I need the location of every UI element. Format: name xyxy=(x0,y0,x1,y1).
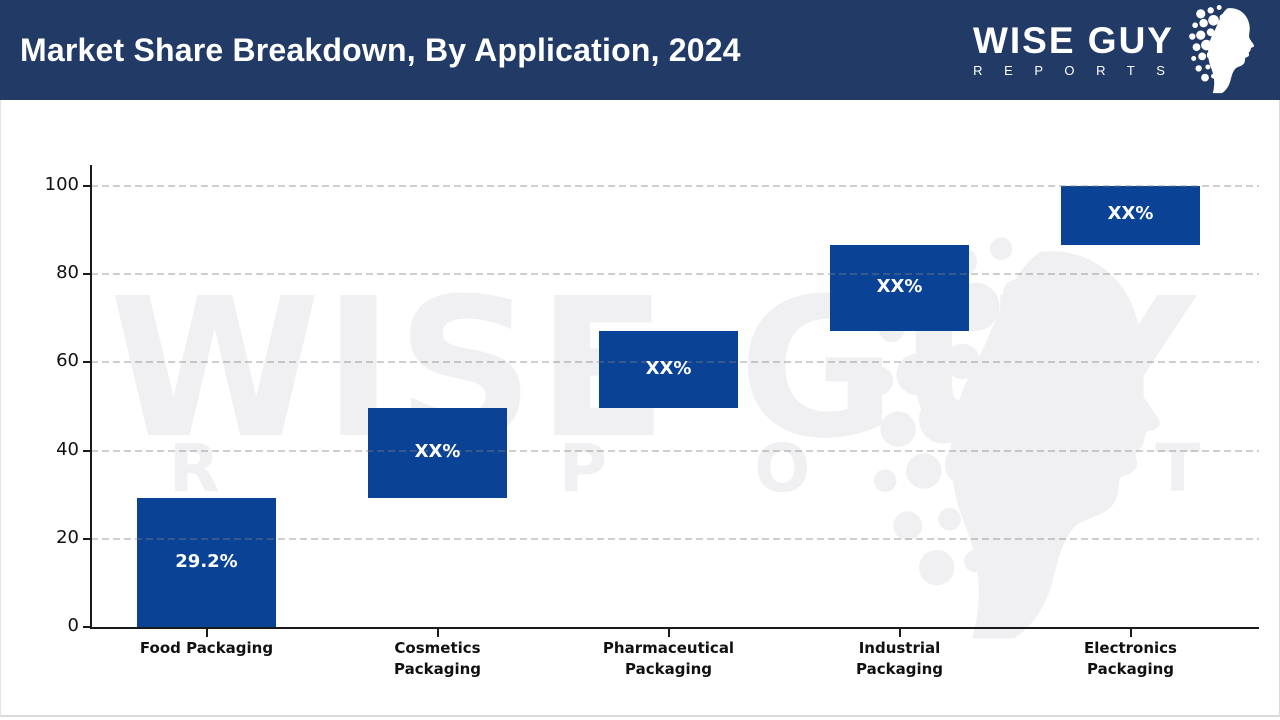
x-axis-line xyxy=(90,627,1259,629)
x-axis-tick xyxy=(205,629,208,637)
y-axis-tick-label: 100 xyxy=(44,174,79,195)
x-axis-category-label: Electronics Packaging xyxy=(1016,638,1246,680)
bar-value-label: XX% xyxy=(645,357,692,379)
bar-value-label: XX% xyxy=(1107,203,1154,225)
x-axis-category-line: Pharmaceutical xyxy=(602,639,735,657)
bar-industrial-packaging xyxy=(830,244,969,332)
bar-cosmetics-packaging xyxy=(368,408,507,499)
waterfall-chart: 0 20 40 60 80 100 29.2% Food Packaging XX% Cosmet… xyxy=(1,100,1279,715)
y-axis-tick-label: 40 xyxy=(56,438,79,460)
y-axis-tick xyxy=(83,273,90,276)
gridline-80 xyxy=(91,273,1259,276)
x-axis-category-line: Packaging xyxy=(394,660,481,678)
bar-food-packaging xyxy=(137,498,276,627)
y-axis-line xyxy=(90,165,92,629)
page-title: Market Share Breakdown, By Application, … xyxy=(20,31,741,68)
gridline-100 xyxy=(91,185,1259,187)
bar-pharmaceutical-packaging xyxy=(599,331,738,409)
wise-guy-reports-logo: WISE GUY R E P O R T S xyxy=(973,4,1280,96)
y-axis-tick-label: 20 xyxy=(56,526,79,548)
logo-face-icon xyxy=(1189,5,1255,94)
y-axis-tick-label: 0 xyxy=(67,615,79,636)
logo-wordmark: WISE GUY xyxy=(972,20,1174,61)
x-axis-tick xyxy=(436,629,439,637)
bar-value-label: XX% xyxy=(414,441,461,463)
x-axis-category-line: Packaging xyxy=(856,660,943,678)
y-axis-tick xyxy=(83,537,90,540)
x-axis-category-line: Food Packaging xyxy=(139,639,274,657)
y-axis-tick xyxy=(83,185,90,187)
x-axis-category-line: Industrial xyxy=(858,639,941,657)
bar-value-label: XX% xyxy=(876,275,923,297)
gridline-20 xyxy=(91,537,1259,540)
y-axis-tick-label: 60 xyxy=(56,350,79,372)
x-axis-tick xyxy=(898,629,901,637)
logo-subtitle: R E P O R T S xyxy=(973,63,1174,78)
x-axis-category-line: Electronics xyxy=(1084,639,1177,657)
y-axis-tick xyxy=(83,626,90,628)
x-axis-category-label: Industrial Packaging xyxy=(785,638,1015,680)
logo-text: WISE GUY R E P O R T S xyxy=(973,22,1174,78)
x-axis-category-label: Cosmetics Packaging xyxy=(323,638,553,680)
header-bar: Market Share Breakdown, By Application, … xyxy=(0,0,1280,100)
y-axis-tick xyxy=(83,449,90,452)
x-axis-tick xyxy=(1129,629,1132,637)
chart-card: WISE GUY R E P O R T S 02040608010029.2%… xyxy=(0,100,1280,717)
bar-electronics-packaging xyxy=(1061,186,1200,245)
x-axis-tick xyxy=(667,629,670,637)
x-axis-category-line: Packaging xyxy=(1087,660,1174,678)
gridline-40 xyxy=(91,449,1259,452)
x-axis-category-line: Cosmetics xyxy=(394,639,481,657)
y-axis-tick xyxy=(83,361,90,364)
bar-value-label: 29.2% xyxy=(175,550,238,572)
x-axis-category-line: Packaging xyxy=(625,660,712,678)
y-axis-tick-label: 80 xyxy=(56,262,79,284)
gridline-60 xyxy=(91,361,1259,364)
x-axis-category-label: Pharmaceutical Packaging xyxy=(554,638,784,680)
x-axis-category-label: Food Packaging xyxy=(92,638,322,659)
